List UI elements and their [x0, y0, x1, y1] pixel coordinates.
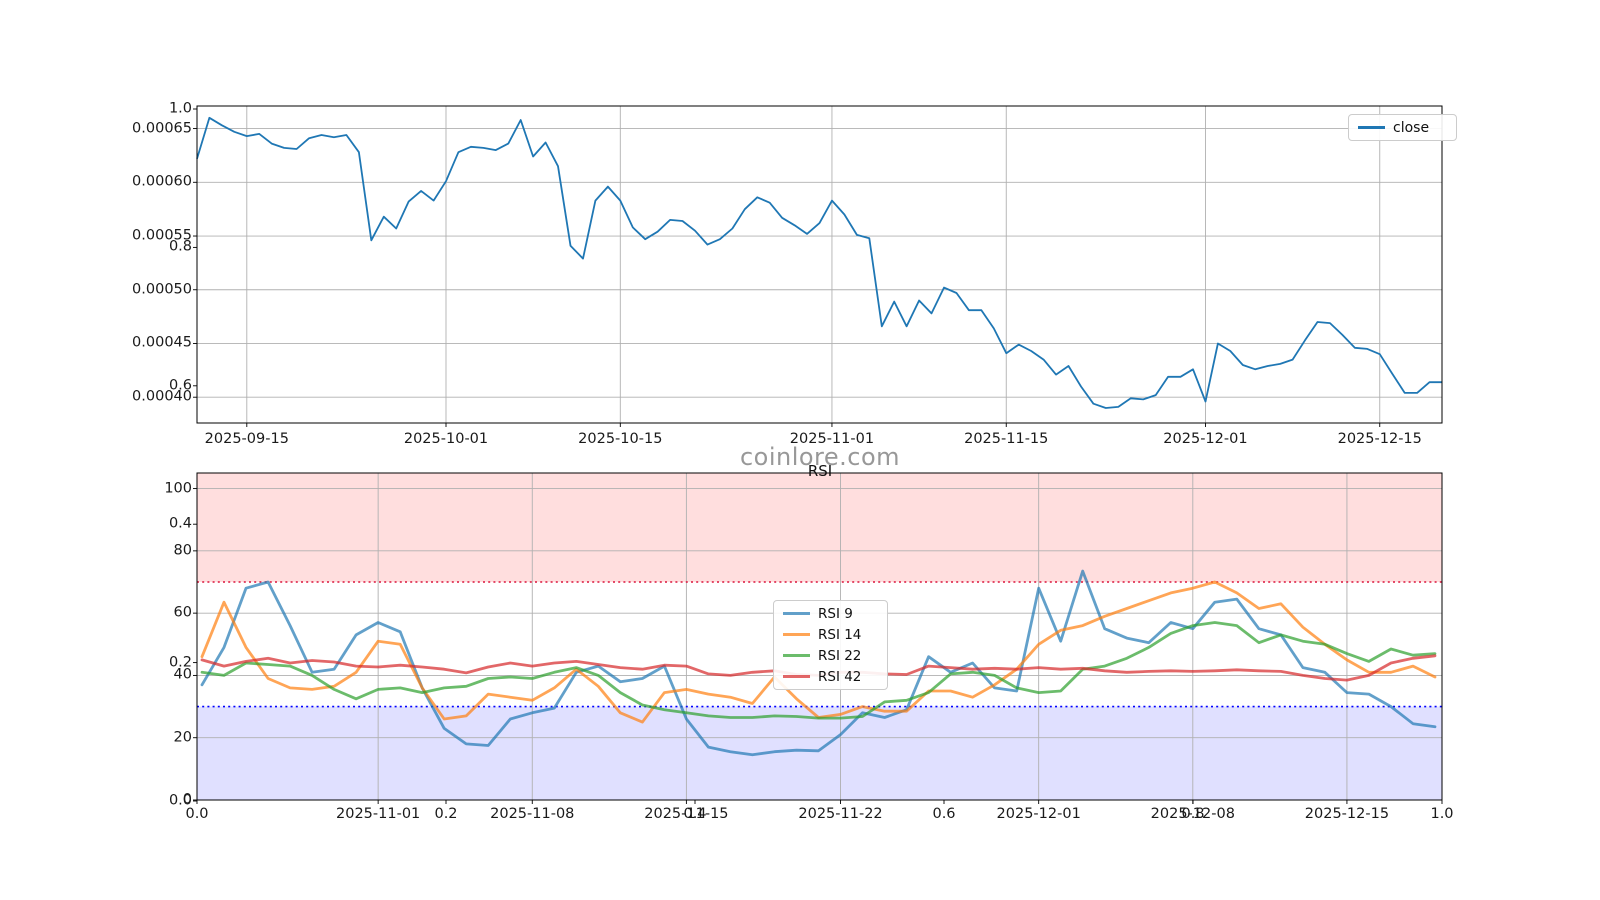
rsi-9-line	[200, 569, 1437, 757]
legend-label-rsi-42: RSI 42	[818, 668, 862, 685]
legend-row-rsi-42: RSI 42	[783, 666, 878, 687]
rsi-chart-title: RSI	[807, 462, 833, 480]
legend-label-rsi-22: RSI 22	[818, 647, 862, 664]
rsi-22-line	[200, 621, 1437, 720]
legend-label-rsi-9: RSI 9	[818, 605, 853, 622]
legend-row-close: close	[1358, 117, 1447, 138]
rsi-9-line-sample-icon	[783, 612, 810, 615]
watermark: coinlore.com	[739, 443, 901, 471]
price-legend: close	[1348, 114, 1457, 141]
legend-row-rsi-9: RSI 9	[783, 603, 878, 624]
rsi-legend: RSI 9 RSI 14 RSI 22 RSI 42	[773, 600, 888, 690]
oversold-band	[197, 706, 1442, 800]
legend-row-rsi-22: RSI 22	[783, 645, 878, 666]
price-axes-border	[196, 105, 1443, 424]
legend-label-close: close	[1393, 119, 1430, 136]
legend-label-rsi-14: RSI 14	[818, 626, 862, 643]
close-line	[196, 116, 1442, 409]
rsi-axes-border	[196, 472, 1443, 801]
rsi-14-line-sample-icon	[783, 633, 810, 636]
rsi-22-line-sample-icon	[783, 654, 810, 657]
rsi-42-line-sample-icon	[783, 675, 810, 678]
legend-row-rsi-14: RSI 14	[783, 624, 878, 645]
close-line-sample-icon	[1358, 126, 1385, 129]
overbought-band	[197, 473, 1442, 582]
